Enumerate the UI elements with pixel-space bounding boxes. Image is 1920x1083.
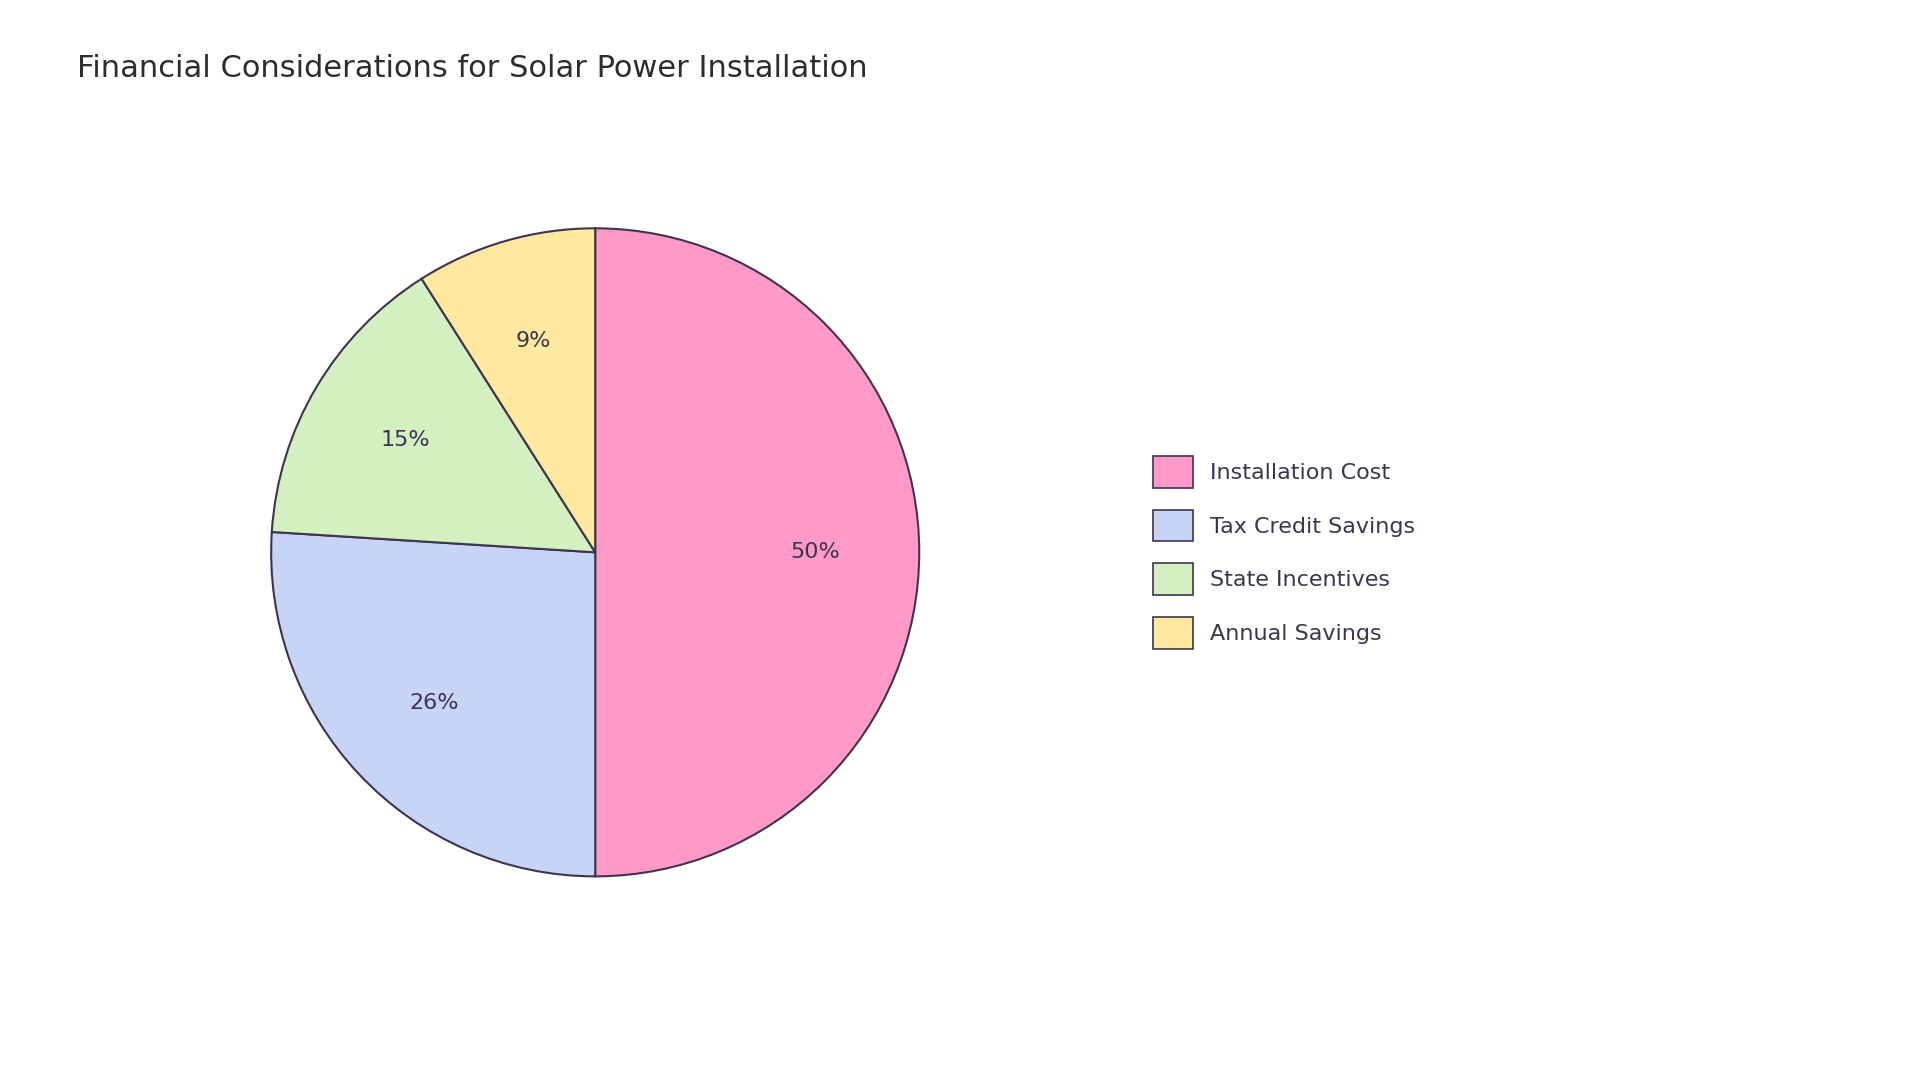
Wedge shape (271, 532, 595, 876)
Text: 15%: 15% (380, 430, 430, 451)
Text: 9%: 9% (516, 330, 551, 351)
Text: 26%: 26% (409, 693, 459, 714)
Wedge shape (422, 229, 595, 552)
Text: 50%: 50% (791, 543, 841, 562)
Wedge shape (273, 278, 595, 552)
Wedge shape (595, 229, 920, 876)
Text: Financial Considerations for Solar Power Installation: Financial Considerations for Solar Power… (77, 54, 868, 83)
Legend: Installation Cost, Tax Credit Savings, State Incentives, Annual Savings: Installation Cost, Tax Credit Savings, S… (1131, 434, 1438, 670)
